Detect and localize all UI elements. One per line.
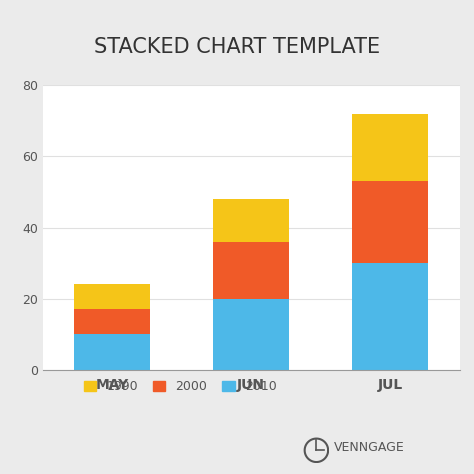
Bar <box>213 242 290 299</box>
Bar <box>74 334 150 370</box>
Bar <box>213 199 290 242</box>
Bar <box>74 310 150 334</box>
Bar <box>352 182 428 263</box>
Text: VENNGAGE: VENNGAGE <box>334 441 405 455</box>
Bar <box>352 263 428 370</box>
Bar <box>213 299 290 370</box>
Legend: 1990, 2000, 2010: 1990, 2000, 2010 <box>79 375 282 398</box>
Text: STACKED CHART TEMPLATE: STACKED CHART TEMPLATE <box>94 37 380 57</box>
Bar <box>74 284 150 310</box>
Bar <box>352 114 428 182</box>
